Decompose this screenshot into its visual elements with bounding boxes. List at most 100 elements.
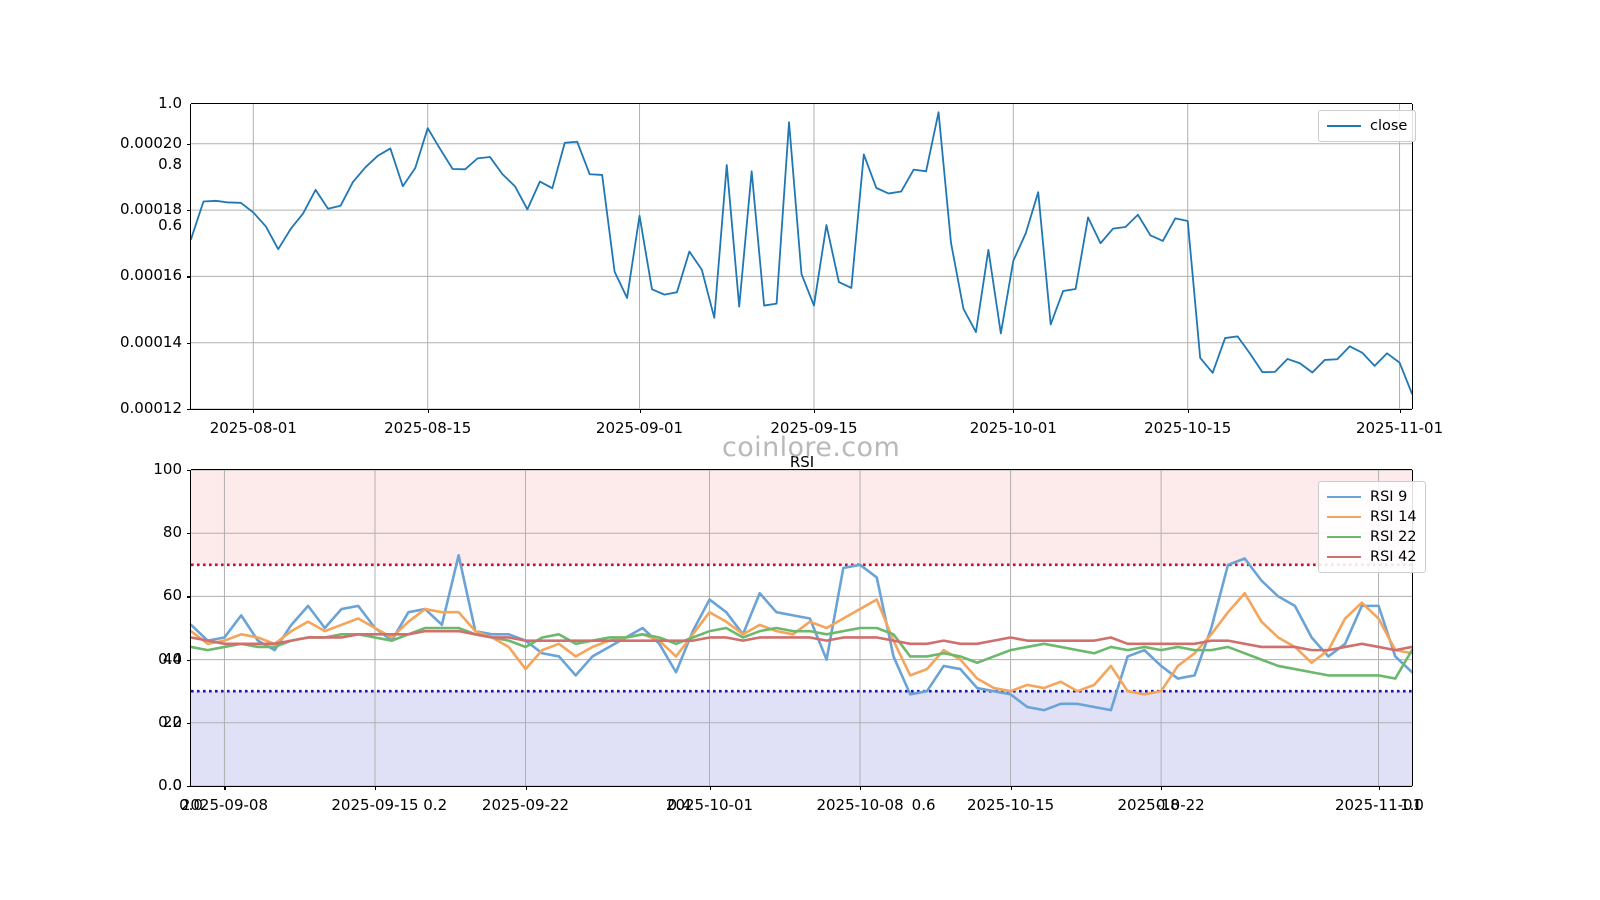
rsi42-line-swatch-icon bbox=[1327, 556, 1361, 558]
rsi-ytick-stray-label-1: 0.2 bbox=[158, 712, 182, 731]
rsi-series-canvas bbox=[189, 469, 1414, 787]
price-ytick-label-4: 0.00020 bbox=[119, 133, 182, 152]
rsi-xtick-label-6: 2025-10-22 bbox=[1117, 796, 1205, 814]
rsi9-line-swatch-icon bbox=[1327, 496, 1361, 498]
rsi-legend[interactable]: RSI 9 RSI 14 RSI 22 RSI 42 bbox=[1318, 481, 1426, 573]
rsi-xtick-label-4: 2025-10-08 bbox=[816, 796, 904, 814]
rsi-line-rsi22 bbox=[189, 626, 1414, 680]
price-xtick-mark-2 bbox=[639, 409, 641, 413]
rsi-line-rsi14 bbox=[189, 591, 1414, 696]
legend-item-rsi9[interactable]: RSI 9 bbox=[1327, 487, 1417, 507]
price-ytick-mark-1 bbox=[187, 342, 191, 344]
rsi-ytick-mark-0 bbox=[187, 786, 191, 788]
price-ytick-stray-label-0: 0.6 bbox=[158, 216, 182, 234]
price-ytick-stray-label-1: 0.8 bbox=[158, 155, 182, 173]
rsi-ytick-stray-label-2: 0.4 bbox=[158, 649, 182, 668]
rsi-xtick-mark-4 bbox=[860, 786, 862, 790]
price-xtick-label-4: 2025-10-01 bbox=[969, 419, 1057, 437]
price-xtick-mark-6 bbox=[1399, 409, 1401, 413]
price-xtick-mark-4 bbox=[1013, 409, 1015, 413]
rsi-subplot-title: RSI bbox=[789, 453, 815, 471]
close-price-line bbox=[190, 111, 1413, 395]
rsi-xtick-label-2: 2025-09-22 bbox=[481, 796, 570, 814]
rsi-xtick-mark-6 bbox=[1161, 786, 1163, 790]
legend-label-close: close bbox=[1370, 117, 1408, 134]
rsi-xtick-mark-0 bbox=[224, 786, 226, 790]
rsi-xtick-stray-label-2: 0.4 bbox=[667, 796, 692, 814]
rsi-ytick-label-5: 100 bbox=[153, 460, 182, 478]
rsi-xtick-stray-label-1: 0.2 bbox=[423, 796, 448, 814]
price-ytick-label-1: 0.00014 bbox=[119, 332, 182, 351]
rsi-ytick-label-4: 80 bbox=[162, 523, 182, 542]
price-chart-panel bbox=[190, 103, 1413, 410]
rsi-ytick-label-1: 20 bbox=[162, 712, 182, 731]
price-xtick-mark-1 bbox=[427, 409, 429, 413]
rsi-spine-bottom bbox=[191, 785, 1412, 787]
price-xtick-label-2: 2025-09-01 bbox=[595, 419, 684, 437]
rsi-xtick-label-5: 2025-10-15 bbox=[966, 796, 1055, 814]
price-ytick-label-2: 0.00016 bbox=[119, 266, 182, 285]
rsi-ytick-label-2: 40 bbox=[162, 649, 182, 668]
rsi-band-oversold bbox=[191, 691, 1412, 786]
legend-item-close[interactable]: close bbox=[1327, 116, 1407, 136]
price-xtick-label-5: 2025-10-15 bbox=[1144, 419, 1232, 437]
rsi-spine-top bbox=[191, 469, 1412, 471]
rsi-band-overbought bbox=[191, 470, 1412, 565]
rsi-spine-left bbox=[190, 470, 192, 786]
rsi-xtick-label-3: 2025-10-01 bbox=[665, 796, 754, 814]
price-plot-background bbox=[191, 104, 1412, 409]
price-xtick-label-0: 2025-08-01 bbox=[209, 419, 297, 437]
price-ytick-mark-3 bbox=[187, 210, 191, 212]
rsi-xtick-stray-label-5: 1.0 bbox=[1400, 796, 1424, 814]
rsi-ytick-mark-2 bbox=[187, 659, 191, 661]
rsi-ytick-mark-4 bbox=[187, 533, 191, 535]
rsi-xtick-mark-5 bbox=[1010, 786, 1012, 790]
legend-label-rsi42: RSI 42 bbox=[1370, 548, 1417, 565]
rsi22-line-swatch-icon bbox=[1327, 536, 1361, 538]
rsi-xtick-stray-label-0: 0.0 bbox=[179, 796, 203, 814]
price-ytick-mark-0 bbox=[187, 409, 191, 411]
coinlore-watermark: coinlore.com bbox=[722, 432, 901, 463]
rsi-xtick-mark-7 bbox=[1378, 786, 1380, 790]
rsi-chart-panel bbox=[189, 469, 1414, 787]
close-line-swatch-icon bbox=[1327, 125, 1361, 127]
price-series-canvas bbox=[190, 104, 1413, 410]
price-spine-top bbox=[191, 103, 1412, 105]
rsi-ytick-mark-5 bbox=[187, 470, 191, 472]
rsi-line-rsi9 bbox=[189, 554, 1414, 712]
price-xtick-label-1: 2025-08-15 bbox=[384, 419, 472, 437]
rsi-ytick-label-3: 60 bbox=[162, 586, 182, 605]
price-ytick-label-3: 0.00018 bbox=[119, 200, 182, 219]
rsi-spine-right bbox=[1411, 470, 1413, 786]
price-ytick-mark-4 bbox=[187, 143, 191, 145]
legend-item-rsi14[interactable]: RSI 14 bbox=[1327, 507, 1417, 527]
rsi-ytick-label-0: 0 bbox=[172, 776, 182, 794]
legend-item-rsi42[interactable]: RSI 42 bbox=[1327, 547, 1417, 567]
legend-label-rsi22: RSI 22 bbox=[1370, 528, 1417, 545]
rsi-xtick-label-0: 2025-09-08 bbox=[180, 796, 269, 814]
rsi-line-rsi42 bbox=[189, 629, 1414, 652]
rsi-xtick-label-1: 2025-09-15 bbox=[331, 796, 419, 814]
rsi-xtick-mark-1 bbox=[374, 786, 377, 790]
price-ytick-stray-label-2: 1.0 bbox=[158, 94, 182, 112]
price-spine-left bbox=[190, 104, 192, 409]
rsi-ytick-stray-label-0: 0.0 bbox=[158, 776, 182, 794]
rsi-ytick-mark-3 bbox=[187, 596, 191, 598]
price-xtick-mark-3 bbox=[813, 409, 816, 413]
price-xtick-mark-0 bbox=[253, 409, 255, 413]
rsi-ytick-mark-1 bbox=[187, 722, 191, 724]
price-ytick-label-0: 0.00012 bbox=[119, 399, 182, 417]
rsi-xtick-label-7: 2025-11-01 bbox=[1334, 796, 1423, 814]
price-legend[interactable]: close bbox=[1318, 110, 1417, 142]
price-ytick-mark-2 bbox=[187, 276, 191, 278]
legend-label-rsi14: RSI 14 bbox=[1370, 508, 1417, 525]
rsi-xtick-mark-3 bbox=[709, 786, 711, 790]
rsi-xtick-stray-label-4: 0.8 bbox=[1155, 796, 1180, 814]
price-xtick-mark-5 bbox=[1187, 409, 1189, 413]
rsi14-line-swatch-icon bbox=[1327, 516, 1361, 518]
price-xtick-label-6: 2025-11-01 bbox=[1355, 419, 1444, 437]
price-spine-right bbox=[1411, 104, 1413, 409]
rsi-xtick-stray-label-3: 0.6 bbox=[911, 796, 936, 814]
rsi-xtick-mark-2 bbox=[525, 786, 527, 790]
legend-item-rsi22[interactable]: RSI 22 bbox=[1327, 527, 1417, 547]
